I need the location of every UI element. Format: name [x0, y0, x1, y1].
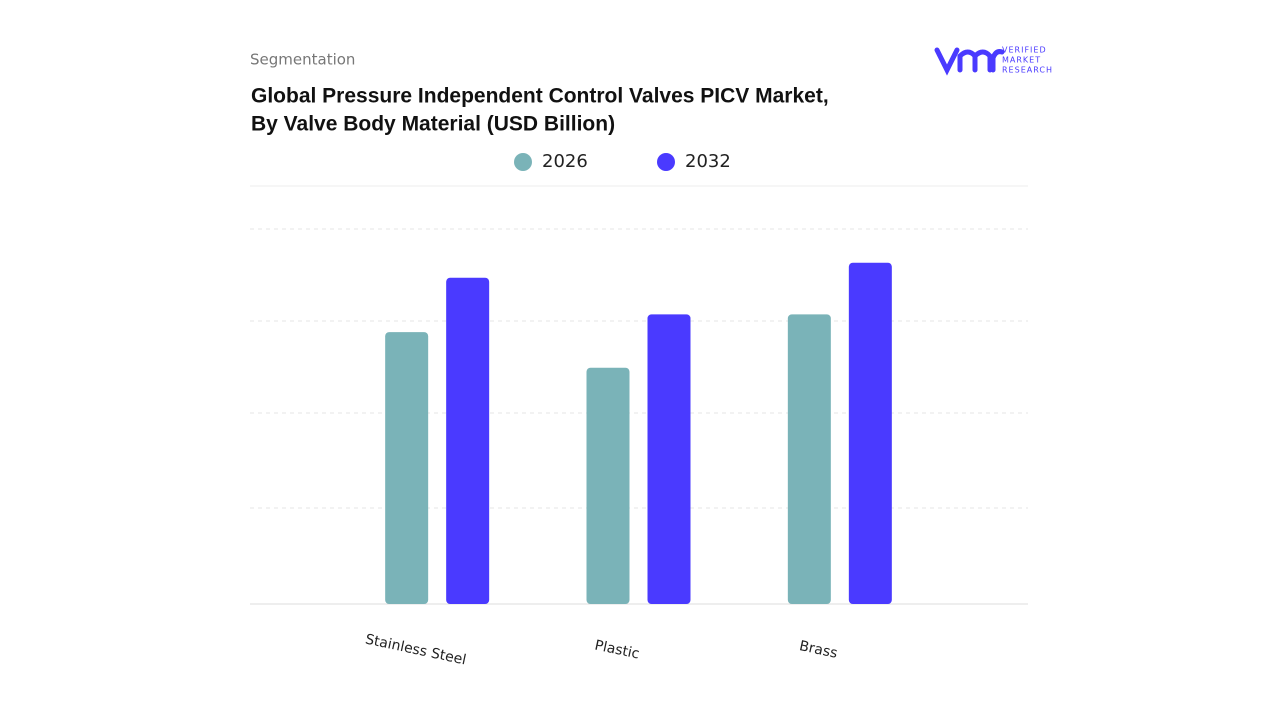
x-tick-label: Stainless Steel — [364, 631, 468, 668]
logo: VERIFIED MARKET RESEARCH — [934, 46, 1053, 76]
bar — [787, 314, 831, 604]
bar — [586, 367, 630, 604]
grid — [250, 228, 1028, 509]
bar — [446, 277, 490, 604]
logo-text: RESEARCH — [1002, 66, 1053, 75]
bar — [647, 314, 691, 604]
legend-marker — [514, 153, 532, 171]
chart-title: By Valve Body Material (USD Billion) — [251, 113, 615, 136]
x-tick-label: Brass — [798, 638, 839, 662]
logo-text: MARKET — [1002, 56, 1041, 65]
legend-marker — [657, 153, 675, 171]
legend-label: 2032 — [685, 151, 731, 172]
bar — [848, 262, 892, 604]
bar — [385, 332, 429, 604]
legend-label: 2026 — [542, 151, 588, 172]
section-label: Segmentation — [250, 51, 355, 69]
chart-title: Global Pressure Independent Control Valv… — [251, 85, 829, 108]
logo-text: VERIFIED — [1002, 46, 1047, 55]
logo-mark — [934, 47, 1005, 76]
x-tick-label: Plastic — [593, 637, 641, 662]
